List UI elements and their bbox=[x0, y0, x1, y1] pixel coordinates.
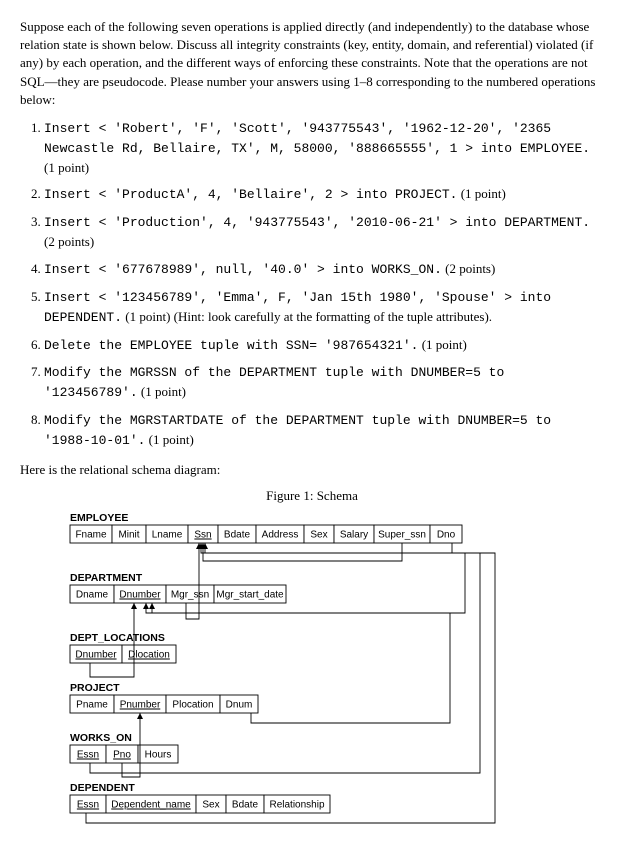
svg-text:Bdate: Bdate bbox=[224, 530, 251, 541]
operation-code: Insert < 'Robert', 'F', 'Scott', '943775… bbox=[44, 121, 590, 156]
svg-text:Mgr_start_date: Mgr_start_date bbox=[216, 590, 284, 601]
operation-code: Modify the MGRSTARTDATE of the DEPARTMEN… bbox=[44, 413, 551, 448]
svg-text:Minit: Minit bbox=[118, 530, 139, 541]
svg-text:Pnumber: Pnumber bbox=[120, 700, 161, 711]
svg-text:Pno: Pno bbox=[113, 750, 131, 761]
operation-3: Insert < 'Production', 4, '943775543', '… bbox=[44, 213, 604, 252]
schema-svg: EMPLOYEE Fname Minit Lname Ssn Bdate Address Se… bbox=[20, 511, 550, 831]
intro-text: Suppose each of the following seven oper… bbox=[20, 18, 604, 109]
svg-text:Dnumber: Dnumber bbox=[119, 590, 161, 601]
svg-text:Relationship: Relationship bbox=[269, 800, 324, 811]
operation-7: Modify the MGRSSN of the DEPARTMENT tupl… bbox=[44, 363, 604, 403]
points-label: (1 point) bbox=[44, 160, 89, 175]
operation-code: Delete the EMPLOYEE tuple with SSN= '987… bbox=[44, 338, 418, 353]
svg-text:Fname: Fname bbox=[75, 530, 107, 541]
operation-code: Insert < 'Production', 4, '943775543', '… bbox=[44, 215, 590, 230]
svg-text:Mgr_ssn: Mgr_ssn bbox=[171, 590, 209, 601]
operation-code: Insert < '677678989', null, '40.0' > int… bbox=[44, 262, 442, 277]
points-label: (1 point) bbox=[422, 337, 467, 352]
schema-diagram: Figure 1: Schema EMPLOYEE Fname Minit Lname… bbox=[20, 487, 604, 831]
points-label: (1 point) bbox=[125, 309, 170, 324]
operations-list: Insert < 'Robert', 'F', 'Scott', '943775… bbox=[20, 119, 604, 451]
operation-code: Insert < 'ProductA', 4, 'Bellaire', 2 > … bbox=[44, 187, 457, 202]
svg-text:Hours: Hours bbox=[145, 750, 172, 761]
svg-text:Salary: Salary bbox=[340, 530, 368, 541]
svg-text:Address: Address bbox=[262, 530, 299, 541]
operation-6: Delete the EMPLOYEE tuple with SSN= '987… bbox=[44, 336, 604, 356]
figure-caption: Figure 1: Schema bbox=[20, 487, 604, 505]
points-label: (1 point) bbox=[461, 186, 506, 201]
svg-text:DEPT_LOCATIONS: DEPT_LOCATIONS bbox=[70, 632, 165, 644]
points-label: (1 point) bbox=[149, 432, 194, 447]
schema-intro: Here is the relational schema diagram: bbox=[20, 461, 604, 479]
svg-text:Ssn: Ssn bbox=[194, 530, 211, 541]
operation-5: Insert < '123456789', 'Emma', F, 'Jan 15… bbox=[44, 288, 604, 328]
operation-2: Insert < 'ProductA', 4, 'Bellaire', 2 > … bbox=[44, 185, 604, 205]
operation-1: Insert < 'Robert', 'F', 'Scott', '943775… bbox=[44, 119, 604, 178]
points-label: (2 points) bbox=[445, 261, 495, 276]
svg-text:Pname: Pname bbox=[76, 700, 108, 711]
svg-text:Super_ssn: Super_ssn bbox=[378, 530, 426, 541]
svg-text:Bdate: Bdate bbox=[232, 800, 259, 811]
svg-text:DEPENDENT: DEPENDENT bbox=[70, 782, 135, 794]
points-label: (2 points) bbox=[44, 234, 94, 249]
svg-text:Plocation: Plocation bbox=[172, 700, 213, 711]
svg-text:Sex: Sex bbox=[310, 530, 327, 541]
svg-text:DEPARTMENT: DEPARTMENT bbox=[70, 572, 143, 584]
operation-4: Insert < '677678989', null, '40.0' > int… bbox=[44, 260, 604, 280]
points-label: (1 point) bbox=[141, 384, 186, 399]
svg-text:WORKS_ON: WORKS_ON bbox=[70, 732, 132, 744]
svg-text:PROJECT: PROJECT bbox=[70, 682, 120, 694]
svg-text:Essn: Essn bbox=[77, 750, 99, 761]
svg-text:Lname: Lname bbox=[152, 530, 183, 541]
svg-text:Sex: Sex bbox=[202, 800, 219, 811]
svg-text:Dno: Dno bbox=[437, 530, 456, 541]
operation-code: Modify the MGRSSN of the DEPARTMENT tupl… bbox=[44, 365, 504, 400]
operation-8: Modify the MGRSTARTDATE of the DEPARTMEN… bbox=[44, 411, 604, 451]
hint-text: (Hint: look carefully at the formatting … bbox=[174, 309, 492, 324]
svg-text:Dnumber: Dnumber bbox=[75, 650, 117, 661]
svg-text:Dname: Dname bbox=[76, 590, 109, 601]
svg-text:Dnum: Dnum bbox=[226, 700, 253, 711]
svg-text:Essn: Essn bbox=[77, 800, 99, 811]
svg-text:EMPLOYEE: EMPLOYEE bbox=[70, 512, 128, 524]
svg-text:Dependent_name: Dependent_name bbox=[111, 800, 191, 811]
